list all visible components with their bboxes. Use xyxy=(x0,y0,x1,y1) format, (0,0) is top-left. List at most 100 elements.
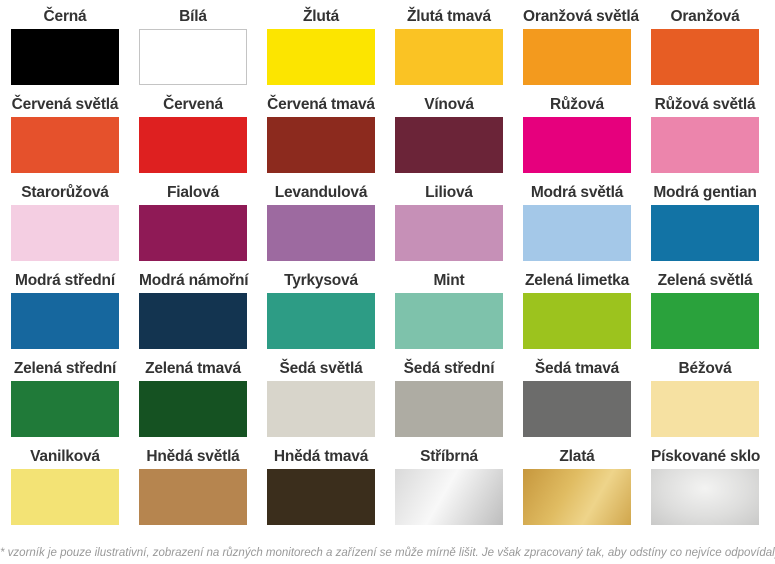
color-swatch xyxy=(651,381,759,437)
color-swatch xyxy=(651,205,759,261)
color-swatch xyxy=(267,205,375,261)
swatch-cell: Oranžová xyxy=(651,6,759,85)
swatch-cell: Modrá střední xyxy=(11,270,119,349)
color-swatch xyxy=(267,469,375,525)
color-swatch xyxy=(139,117,247,173)
swatch-label: Vínová xyxy=(424,96,474,113)
color-swatch xyxy=(523,293,631,349)
swatch-label: Vanilková xyxy=(30,448,100,465)
color-swatch xyxy=(395,205,503,261)
swatch-label: Růžová světlá xyxy=(654,96,756,113)
color-swatch xyxy=(139,29,247,85)
swatch-label: Žlutá xyxy=(302,8,340,25)
swatch-cell: Šedá střední xyxy=(395,358,503,437)
swatch-cell: Vanilková xyxy=(11,446,119,525)
swatch-cell: Vínová xyxy=(395,94,503,173)
swatch-cell: Bílá xyxy=(139,6,247,85)
swatch-cell: Mint xyxy=(395,270,503,349)
swatch-label: Zlatá xyxy=(559,448,595,465)
color-swatch xyxy=(395,293,503,349)
swatch-label: Černá xyxy=(43,8,87,25)
color-swatch xyxy=(267,29,375,85)
color-swatch xyxy=(523,469,631,525)
swatch-cell: Zelená střední xyxy=(11,358,119,437)
swatch-label: Fialová xyxy=(166,184,219,201)
swatch-label: Modrá gentian xyxy=(653,184,757,201)
color-swatch xyxy=(139,293,247,349)
swatch-label: Bílá xyxy=(179,8,207,25)
swatch-cell: Modrá světlá xyxy=(523,182,631,261)
color-swatch xyxy=(11,293,119,349)
swatch-label: Oranžová světlá xyxy=(523,8,639,25)
color-swatch xyxy=(11,29,119,85)
color-swatch xyxy=(267,117,375,173)
color-swatch xyxy=(651,293,759,349)
color-swatch xyxy=(395,469,503,525)
swatch-label: Červená světlá xyxy=(11,96,119,113)
swatch-cell: Růžová světlá xyxy=(651,94,759,173)
swatch-label: Žlutá tmavá xyxy=(407,8,491,25)
color-swatch xyxy=(651,469,759,525)
swatch-label: Šedá světlá xyxy=(279,360,363,377)
swatch-cell: Černá xyxy=(11,6,119,85)
swatch-cell: Levandulová xyxy=(267,182,375,261)
swatch-cell: Růžová xyxy=(523,94,631,173)
swatch-cell: Šedá tmavá xyxy=(523,358,631,437)
swatch-cell: Hnědá tmavá xyxy=(267,446,375,525)
color-swatch xyxy=(523,29,631,85)
swatch-cell: Zelená světlá xyxy=(651,270,759,349)
swatch-cell: Červená světlá xyxy=(11,94,119,173)
swatch-label: Zelená střední xyxy=(13,360,117,377)
color-swatch xyxy=(395,381,503,437)
swatch-label: Levandulová xyxy=(274,184,368,201)
color-swatch xyxy=(523,381,631,437)
swatch-cell: Fialová xyxy=(139,182,247,261)
swatch-cell: Zelená tmavá xyxy=(139,358,247,437)
color-swatch xyxy=(267,381,375,437)
swatch-label: Hnědá tmavá xyxy=(273,448,369,465)
color-swatch xyxy=(395,29,503,85)
swatch-cell: Béžová xyxy=(651,358,759,437)
color-swatch xyxy=(139,381,247,437)
swatch-cell: Hnědá světlá xyxy=(139,446,247,525)
swatch-label: Modrá námořní xyxy=(139,272,249,289)
swatch-label: Růžová xyxy=(550,96,604,113)
color-swatch xyxy=(395,117,503,173)
swatch-cell: Modrá gentian xyxy=(651,182,759,261)
color-swatch xyxy=(11,469,119,525)
swatch-cell: Pískované sklo xyxy=(651,446,760,525)
swatch-label: Zelená tmavá xyxy=(145,360,241,377)
color-swatch xyxy=(267,293,375,349)
color-swatch xyxy=(139,469,247,525)
swatch-label: Béžová xyxy=(678,360,732,377)
color-swatch xyxy=(651,29,759,85)
swatch-label: Starorůžová xyxy=(21,184,109,201)
color-swatch xyxy=(523,205,631,261)
swatch-cell: Žlutá xyxy=(267,6,375,85)
swatch-label: Modrá světlá xyxy=(530,184,624,201)
swatch-label: Zelená limetka xyxy=(524,272,630,289)
color-swatch xyxy=(523,117,631,173)
color-swatch xyxy=(651,117,759,173)
swatch-cell: Tyrkysová xyxy=(267,270,375,349)
swatch-cell: Zlatá xyxy=(523,446,631,525)
swatch-label: Stříbrná xyxy=(420,448,478,465)
swatch-cell: Stříbrná xyxy=(395,446,503,525)
swatch-label: Liliová xyxy=(425,184,473,201)
swatch-cell: Červená tmavá xyxy=(267,94,375,173)
swatch-cell: Oranžová světlá xyxy=(523,6,639,85)
swatch-label: Zelená světlá xyxy=(657,272,753,289)
swatch-cell: Modrá námořní xyxy=(139,270,249,349)
swatch-label: Červená tmavá xyxy=(267,96,375,113)
swatch-label: Oranžová xyxy=(670,8,740,25)
swatch-label: Červená xyxy=(163,96,223,113)
footnote-text: * vzorník je pouze ilustrativní, zobraze… xyxy=(0,547,775,559)
color-swatch xyxy=(11,205,119,261)
swatch-cell: Červená xyxy=(139,94,247,173)
swatch-label: Modrá střední xyxy=(15,272,115,289)
swatch-cell: Zelená limetka xyxy=(523,270,631,349)
swatch-label: Hnědá světlá xyxy=(146,448,240,465)
swatch-label: Mint xyxy=(433,272,465,289)
swatch-cell: Liliová xyxy=(395,182,503,261)
